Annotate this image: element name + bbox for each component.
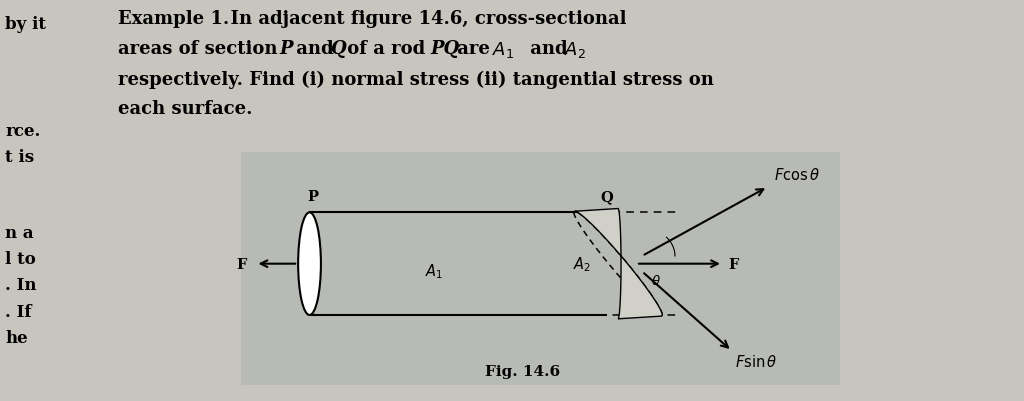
- Text: of a rod: of a rod: [341, 40, 431, 58]
- Text: $A_2$: $A_2$: [572, 255, 591, 273]
- Text: each surface.: each surface.: [118, 100, 252, 118]
- Text: are: are: [451, 40, 496, 58]
- Text: $F\sin\theta$: $F\sin\theta$: [735, 353, 777, 369]
- Text: areas of section: areas of section: [118, 40, 284, 58]
- Text: and: and: [524, 40, 574, 58]
- Text: P: P: [280, 40, 293, 58]
- Ellipse shape: [298, 213, 321, 315]
- Text: PQ: PQ: [430, 40, 459, 58]
- Text: respectively. Find (i) normal stress (ii) tangential stress on: respectively. Find (i) normal stress (ii…: [118, 70, 714, 88]
- Text: $\theta$: $\theta$: [651, 273, 660, 287]
- Text: In adjacent figure 14.6, cross-sectional: In adjacent figure 14.6, cross-sectional: [218, 10, 627, 28]
- Text: Q: Q: [330, 40, 345, 58]
- Text: $A_2$: $A_2$: [564, 40, 587, 60]
- Text: F: F: [729, 257, 739, 271]
- Polygon shape: [574, 209, 663, 319]
- Text: rce.: rce.: [5, 122, 41, 139]
- Text: $A_1$: $A_1$: [492, 40, 514, 60]
- Text: . In: . In: [5, 277, 37, 294]
- Text: l to: l to: [5, 251, 36, 267]
- Text: he: he: [5, 329, 28, 346]
- Text: Q: Q: [600, 190, 613, 204]
- Text: $F\cos\theta$: $F\cos\theta$: [774, 167, 820, 182]
- Text: . If: . If: [5, 303, 32, 320]
- Bar: [241, 152, 840, 385]
- Text: P: P: [307, 190, 318, 204]
- Text: Example 1.: Example 1.: [118, 10, 229, 28]
- Text: F: F: [237, 257, 247, 271]
- Text: by it: by it: [5, 16, 46, 33]
- Text: $A_1$: $A_1$: [425, 262, 443, 280]
- Text: t is: t is: [5, 148, 34, 165]
- Text: n a: n a: [5, 225, 34, 241]
- Text: Fig. 14.6: Fig. 14.6: [484, 364, 560, 378]
- Text: and: and: [290, 40, 340, 58]
